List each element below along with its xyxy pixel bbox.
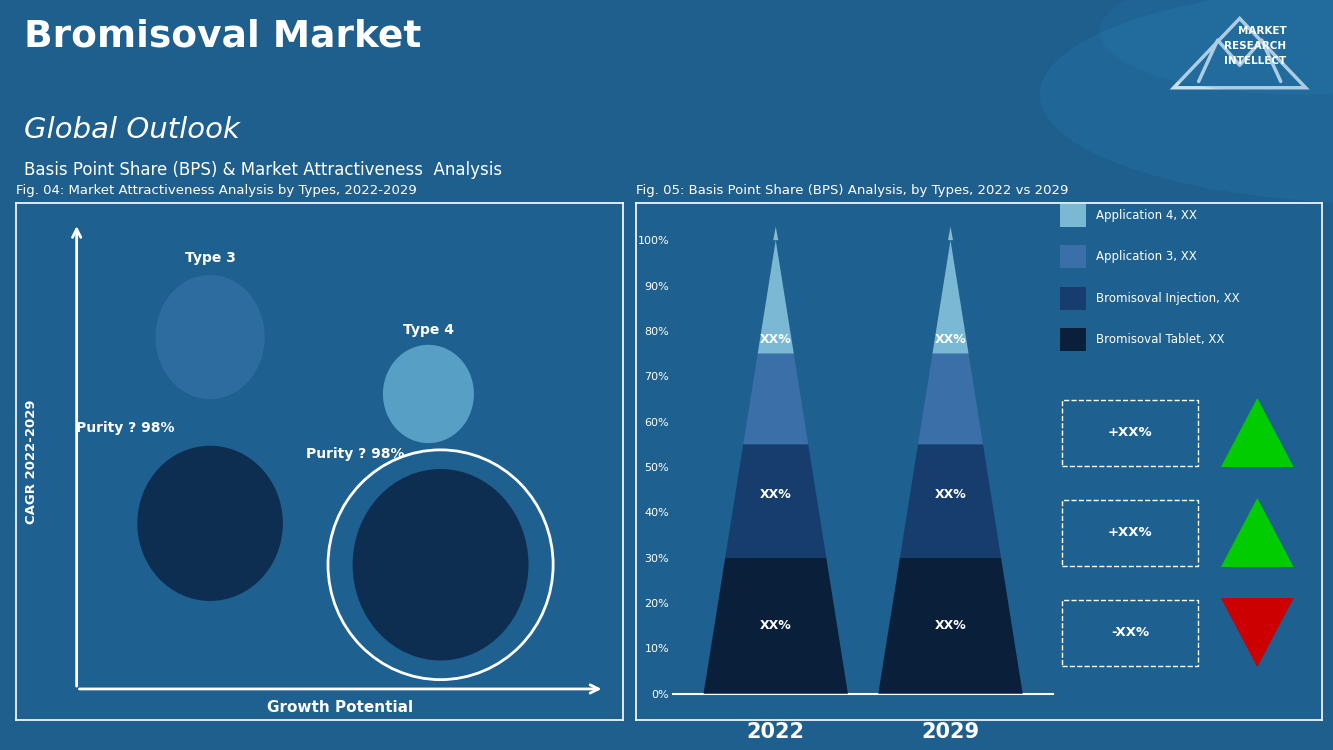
- Text: XX%: XX%: [934, 620, 966, 632]
- Text: XX%: XX%: [760, 334, 792, 346]
- Text: XX%: XX%: [760, 488, 792, 501]
- Text: +XX%: +XX%: [1108, 526, 1152, 539]
- Polygon shape: [1221, 398, 1293, 467]
- Text: Bromisoval Tablet, XX: Bromisoval Tablet, XX: [1096, 333, 1225, 346]
- Polygon shape: [725, 444, 826, 558]
- Polygon shape: [773, 226, 778, 240]
- Text: Fig. 05: Basis Point Share (BPS) Analysis, by Types, 2022 vs 2029: Fig. 05: Basis Point Share (BPS) Analysi…: [636, 184, 1068, 197]
- Bar: [1060, 245, 1086, 268]
- Polygon shape: [878, 558, 1022, 694]
- Polygon shape: [1221, 498, 1293, 567]
- Text: -XX%: -XX%: [1110, 626, 1149, 639]
- Circle shape: [1100, 0, 1333, 94]
- Text: XX%: XX%: [934, 334, 966, 346]
- Ellipse shape: [137, 446, 283, 601]
- Ellipse shape: [353, 469, 528, 661]
- Ellipse shape: [383, 345, 475, 443]
- Polygon shape: [933, 240, 969, 353]
- Bar: [1060, 328, 1086, 351]
- Polygon shape: [757, 240, 793, 353]
- Text: MARKET
RESEARCH
INTELLECT: MARKET RESEARCH INTELLECT: [1224, 26, 1286, 66]
- Text: Application 4, XX: Application 4, XX: [1096, 209, 1197, 222]
- Text: +XX%: +XX%: [1108, 426, 1152, 439]
- Text: Global Outlook: Global Outlook: [24, 116, 240, 144]
- Text: CAGR 2022-2029: CAGR 2022-2029: [24, 399, 37, 524]
- Text: XX%: XX%: [934, 488, 966, 501]
- Polygon shape: [948, 226, 953, 240]
- Text: Type 4: Type 4: [403, 323, 455, 337]
- Text: 2022: 2022: [746, 722, 805, 742]
- Text: Fig. 04: Market Attractiveness Analysis by Types, 2022-2029: Fig. 04: Market Attractiveness Analysis …: [16, 184, 417, 197]
- Polygon shape: [918, 353, 982, 444]
- Text: Type 3: Type 3: [185, 251, 236, 265]
- Text: Purity ? 98%: Purity ? 98%: [76, 422, 175, 435]
- Text: XX%: XX%: [760, 620, 792, 632]
- Polygon shape: [704, 558, 848, 694]
- Text: Basis Point Share (BPS) & Market Attractiveness  Analysis: Basis Point Share (BPS) & Market Attract…: [24, 161, 503, 179]
- Bar: [1060, 204, 1086, 227]
- Text: Bromisoval Injection, XX: Bromisoval Injection, XX: [1096, 292, 1240, 304]
- Polygon shape: [1221, 598, 1293, 667]
- Text: 2029: 2029: [921, 722, 980, 742]
- Polygon shape: [744, 353, 808, 444]
- Ellipse shape: [156, 275, 265, 399]
- Text: Bromisoval Market: Bromisoval Market: [24, 19, 421, 55]
- Bar: [1060, 286, 1086, 310]
- Text: Purity ? 98%: Purity ? 98%: [307, 447, 405, 461]
- Circle shape: [1040, 0, 1333, 204]
- Text: Growth Potential: Growth Potential: [268, 700, 413, 715]
- Text: Application 3, XX: Application 3, XX: [1096, 251, 1197, 263]
- Polygon shape: [900, 444, 1001, 558]
